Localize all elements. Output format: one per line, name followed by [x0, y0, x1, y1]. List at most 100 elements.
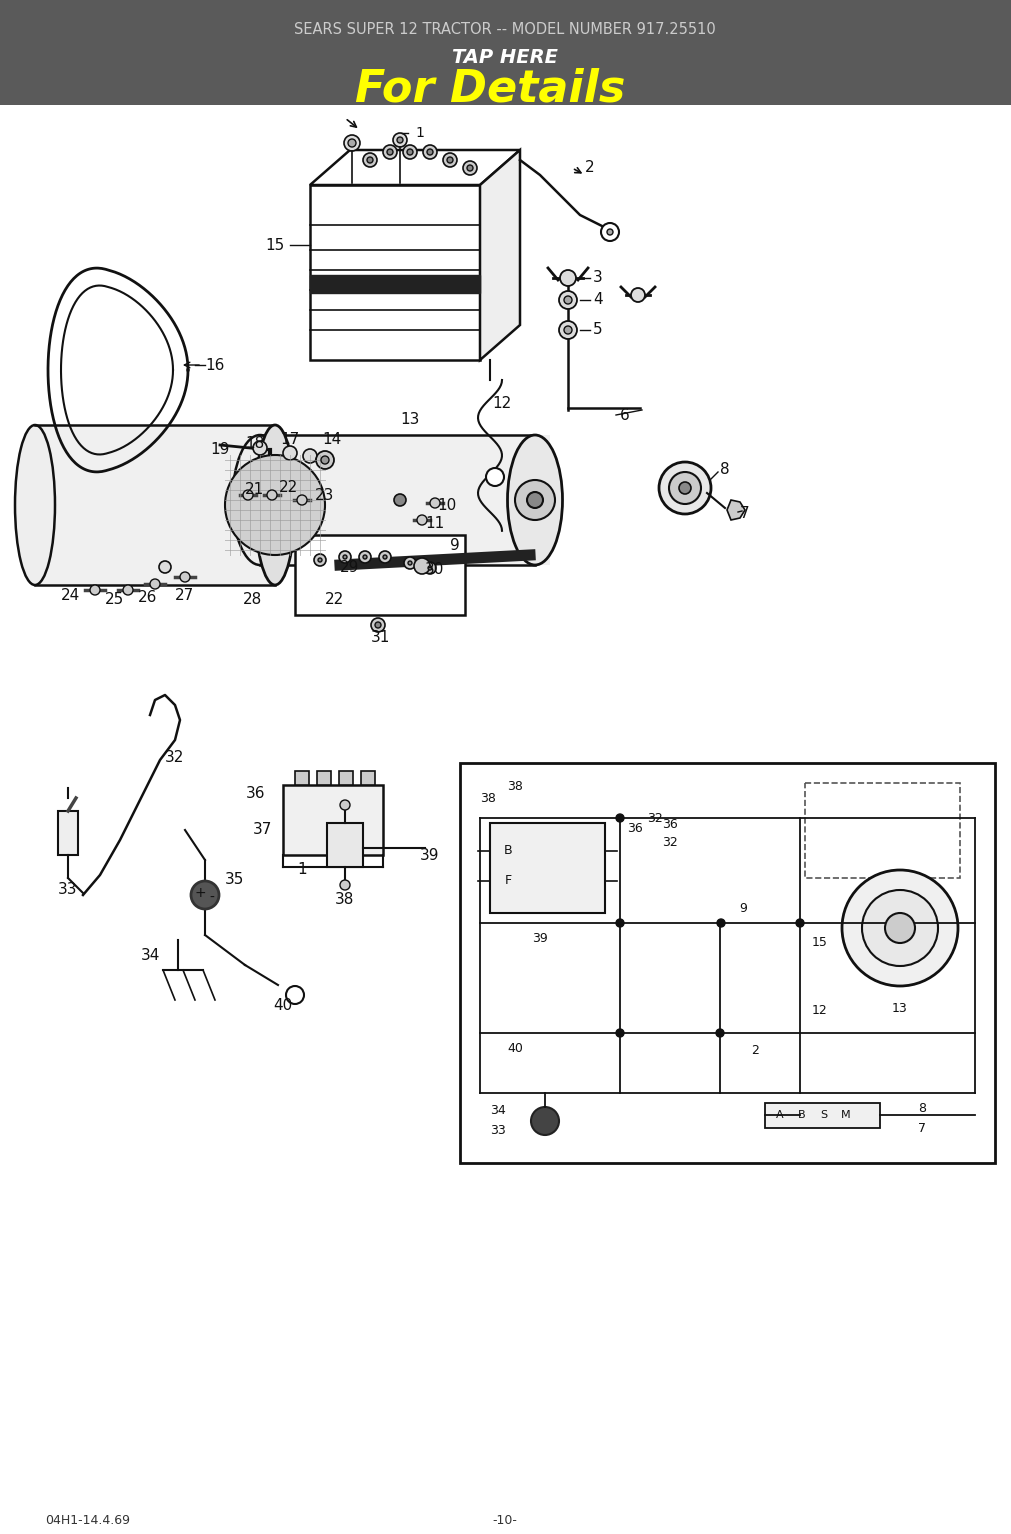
Bar [327, 824, 363, 867]
Circle shape [427, 149, 433, 155]
Circle shape [659, 462, 711, 514]
Text: 32: 32 [166, 750, 185, 765]
Text: For Details: For Details [355, 67, 625, 110]
Ellipse shape [233, 436, 287, 565]
Text: 40: 40 [273, 997, 292, 1012]
Circle shape [363, 555, 367, 558]
Bar [490, 824, 605, 913]
Circle shape [560, 270, 576, 285]
Bar [317, 772, 331, 785]
Text: -10-: -10- [492, 1514, 518, 1526]
Circle shape [564, 327, 572, 334]
Text: 34: 34 [141, 948, 160, 962]
Circle shape [428, 566, 432, 571]
Bar [310, 186, 480, 360]
Text: 33: 33 [490, 1124, 506, 1138]
Text: 34: 34 [490, 1104, 506, 1117]
Text: 25: 25 [105, 592, 124, 607]
Circle shape [344, 135, 360, 150]
Text: 36: 36 [627, 822, 643, 834]
Circle shape [486, 468, 504, 486]
Circle shape [90, 584, 100, 595]
Circle shape [243, 489, 253, 500]
Circle shape [616, 1029, 624, 1037]
Circle shape [286, 986, 304, 1003]
Text: B: B [799, 1111, 806, 1120]
Circle shape [394, 494, 406, 506]
Text: 3: 3 [593, 270, 603, 285]
Text: 8: 8 [720, 462, 730, 477]
Polygon shape [727, 500, 745, 520]
Text: 37: 37 [253, 822, 272, 838]
Text: 39: 39 [532, 931, 548, 945]
Text: 4: 4 [593, 293, 603, 307]
Ellipse shape [255, 425, 295, 584]
Text: 27: 27 [175, 588, 195, 603]
Text: 40: 40 [508, 1042, 523, 1054]
Bar [765, 1103, 880, 1127]
Circle shape [348, 140, 356, 147]
Circle shape [383, 146, 397, 160]
Circle shape [430, 499, 440, 508]
Ellipse shape [508, 436, 562, 565]
Circle shape [363, 153, 377, 167]
Text: 15: 15 [265, 238, 285, 253]
Circle shape [375, 621, 381, 627]
Text: 5: 5 [593, 322, 603, 337]
Circle shape [150, 578, 160, 589]
Circle shape [531, 1108, 559, 1135]
Circle shape [123, 584, 133, 595]
Circle shape [631, 288, 645, 302]
Circle shape [318, 558, 321, 561]
Bar [339, 772, 353, 785]
Circle shape [796, 919, 804, 927]
Circle shape [407, 149, 413, 155]
Bar [283, 785, 383, 854]
Text: 38: 38 [480, 792, 496, 804]
Circle shape [393, 133, 407, 147]
Text: 2: 2 [751, 1043, 759, 1057]
Circle shape [404, 557, 416, 569]
Text: 17: 17 [280, 433, 299, 448]
Text: 19: 19 [210, 442, 229, 457]
Circle shape [397, 137, 403, 143]
Text: 6: 6 [620, 408, 630, 422]
Text: S: S [821, 1111, 828, 1120]
Circle shape [340, 881, 350, 890]
Bar [58, 811, 78, 854]
Text: 38: 38 [508, 779, 523, 793]
Circle shape [159, 561, 171, 574]
Circle shape [423, 146, 437, 160]
Text: 8: 8 [918, 1101, 926, 1115]
Circle shape [340, 801, 350, 810]
Text: 1: 1 [416, 126, 425, 140]
Text: 32: 32 [647, 811, 663, 824]
Circle shape [559, 321, 577, 339]
Circle shape [303, 449, 317, 463]
Circle shape [371, 618, 385, 632]
Text: 16: 16 [205, 357, 224, 373]
Text: +: + [194, 887, 206, 900]
Circle shape [191, 881, 219, 910]
Text: 9: 9 [450, 537, 460, 552]
Text: 30: 30 [426, 563, 445, 577]
Text: SEARS SUPER 12 TRACTOR -- MODEL NUMBER 917.25510: SEARS SUPER 12 TRACTOR -- MODEL NUMBER 9… [294, 21, 716, 37]
Circle shape [616, 815, 624, 822]
Circle shape [253, 440, 267, 456]
Text: 9: 9 [739, 902, 747, 914]
Circle shape [447, 156, 453, 163]
Bar [295, 535, 465, 615]
Text: 21: 21 [246, 483, 265, 497]
Circle shape [367, 156, 373, 163]
Circle shape [716, 1029, 724, 1037]
Text: 35: 35 [225, 873, 245, 888]
Text: 28: 28 [243, 592, 262, 607]
Text: 13: 13 [892, 1002, 908, 1014]
Text: TAP HERE: TAP HERE [452, 48, 558, 67]
Text: 33: 33 [59, 882, 78, 897]
Bar [0, 0, 1011, 104]
Text: 2: 2 [585, 161, 594, 175]
Text: 10: 10 [438, 497, 457, 512]
Text: 14: 14 [323, 433, 342, 448]
Polygon shape [480, 150, 520, 360]
